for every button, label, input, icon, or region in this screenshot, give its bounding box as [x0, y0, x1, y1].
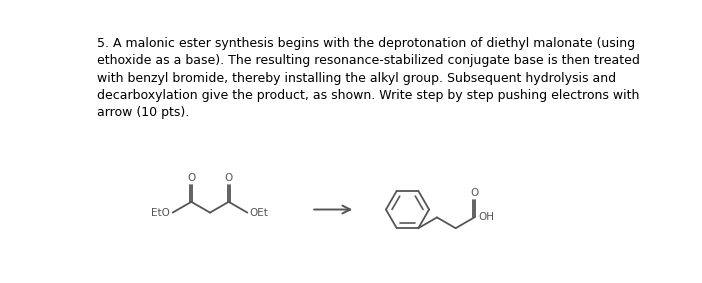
Text: O: O [470, 188, 479, 198]
Text: 5. A malonic ester synthesis begins with the deprotonation of diethyl malonate (: 5. A malonic ester synthesis begins with… [97, 37, 640, 119]
Text: OH: OH [478, 213, 494, 222]
Text: OEt: OEt [250, 208, 269, 218]
Text: EtO: EtO [152, 208, 171, 218]
Text: O: O [225, 173, 233, 183]
Text: O: O [187, 173, 195, 183]
